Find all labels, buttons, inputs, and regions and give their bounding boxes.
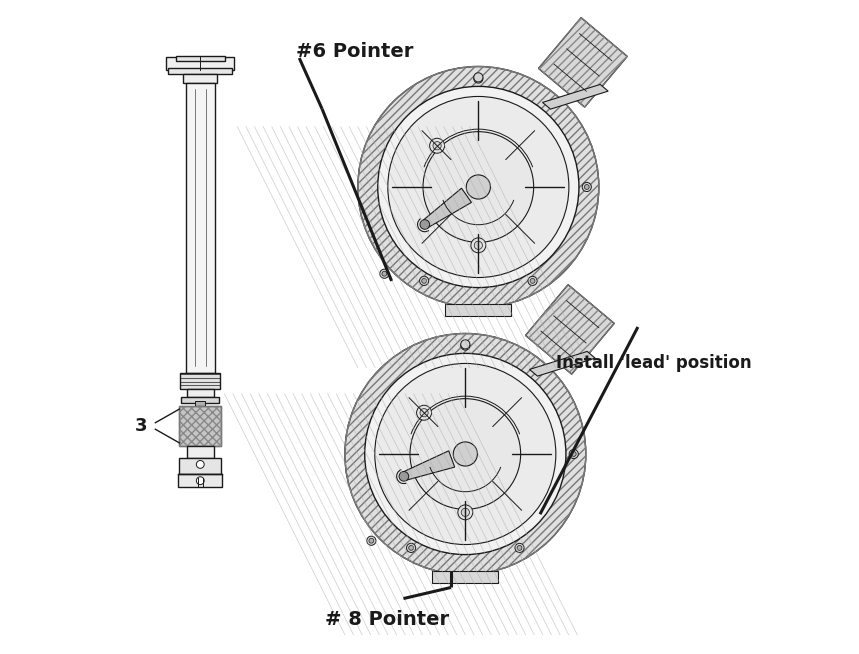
Circle shape [406, 543, 416, 553]
Circle shape [476, 76, 481, 81]
Circle shape [344, 334, 586, 574]
Polygon shape [543, 84, 608, 109]
Bar [432, 571, 498, 583]
Circle shape [461, 508, 469, 517]
Circle shape [430, 138, 445, 153]
Bar [181, 397, 219, 404]
Circle shape [420, 409, 428, 417]
Circle shape [460, 340, 470, 349]
Circle shape [197, 477, 204, 485]
Circle shape [517, 545, 522, 550]
Circle shape [433, 142, 442, 150]
Bar [180, 458, 222, 474]
Circle shape [466, 175, 490, 199]
Bar [180, 405, 222, 446]
Polygon shape [402, 451, 454, 481]
Circle shape [409, 545, 413, 550]
Circle shape [530, 279, 535, 283]
Bar [184, 74, 217, 83]
Circle shape [515, 543, 524, 553]
Bar [445, 304, 511, 316]
Text: # 8 Pointer: # 8 Pointer [325, 610, 449, 629]
Circle shape [474, 241, 483, 249]
Text: 3: 3 [135, 417, 147, 435]
Bar [178, 474, 222, 487]
Circle shape [528, 276, 537, 285]
Circle shape [570, 449, 578, 458]
Bar [180, 373, 220, 389]
Circle shape [378, 86, 579, 288]
Bar [186, 389, 214, 397]
Circle shape [197, 460, 204, 468]
Polygon shape [539, 18, 627, 107]
Circle shape [382, 271, 387, 276]
Circle shape [420, 220, 430, 230]
Circle shape [375, 364, 556, 545]
Circle shape [423, 131, 533, 243]
Circle shape [458, 505, 472, 520]
Circle shape [463, 343, 468, 348]
Circle shape [454, 442, 478, 466]
Circle shape [369, 538, 374, 543]
Bar [176, 56, 225, 61]
Circle shape [380, 269, 389, 279]
Bar [186, 83, 215, 373]
Text: #6 Pointer: #6 Pointer [296, 42, 413, 61]
Circle shape [571, 451, 576, 456]
Bar [167, 57, 235, 70]
Polygon shape [423, 188, 472, 228]
Circle shape [474, 73, 483, 82]
Circle shape [399, 472, 409, 481]
Polygon shape [529, 351, 595, 376]
Circle shape [417, 405, 431, 421]
Circle shape [410, 399, 521, 509]
Circle shape [419, 276, 429, 285]
Circle shape [471, 238, 486, 253]
Circle shape [584, 184, 589, 190]
Circle shape [358, 67, 599, 307]
Circle shape [474, 74, 483, 83]
Circle shape [387, 96, 569, 277]
Circle shape [422, 279, 427, 283]
Polygon shape [526, 284, 614, 374]
Bar [195, 401, 205, 405]
Circle shape [460, 341, 470, 350]
Bar [186, 446, 214, 458]
Bar [180, 405, 222, 446]
Bar [168, 69, 233, 74]
Circle shape [367, 536, 376, 545]
Circle shape [365, 353, 566, 555]
Text: Install 'lead' position: Install 'lead' position [557, 354, 752, 372]
Circle shape [582, 182, 591, 192]
